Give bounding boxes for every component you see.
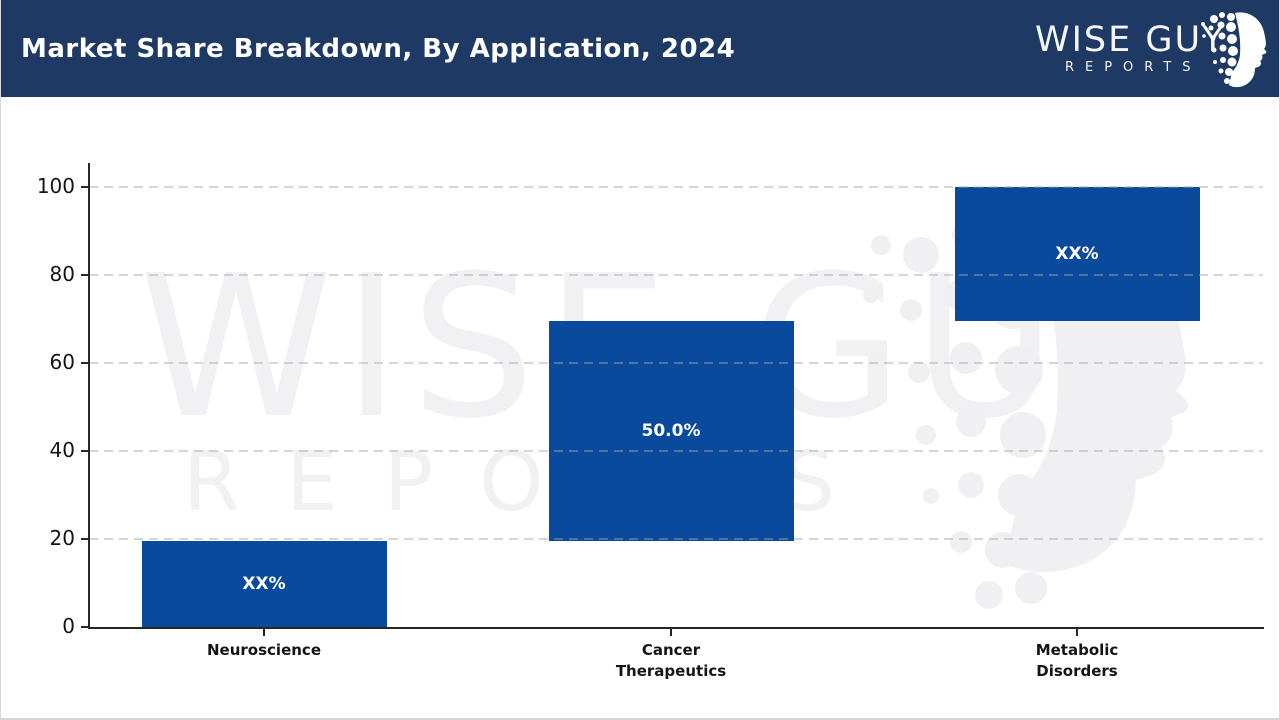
y-tick-label-80: 80 <box>49 262 75 286</box>
gridline-y-100 <box>89 186 1263 188</box>
y-tick-label-0: 0 <box>62 614 75 638</box>
bar-neuroscience <box>141 541 387 627</box>
y-tick-label-60: 60 <box>49 350 75 374</box>
x-tick-mark-neuroscience <box>263 629 265 636</box>
bar-value-label-metabolic-disorders: XX% <box>1055 244 1099 265</box>
y-tick-mark-0 <box>81 626 88 628</box>
logo-wordmark: WISE GUY REPORTS <box>1035 22 1226 75</box>
y-tick-mark-100 <box>81 186 88 188</box>
y-tick-mark-20 <box>81 538 88 540</box>
bar-value-label-neuroscience: XX% <box>242 574 286 595</box>
x-tick-mark-metabolic-disorders <box>1076 629 1078 636</box>
y-tick-label-100: 100 <box>36 174 75 198</box>
y-tick-mark-40 <box>81 450 88 452</box>
x-tick-mark-cancer-therapeutics <box>670 629 672 636</box>
x-category-label-cancer-therapeutics: Cancer Therapeutics <box>615 641 727 680</box>
y-axis-spine <box>88 163 90 629</box>
gridline-y-60 <box>89 362 1263 364</box>
logo: WISE GUY REPORTS <box>1005 8 1267 90</box>
y-tick-mark-80 <box>81 274 88 276</box>
gridline-y-80 <box>89 274 1263 276</box>
logo-brand-top: WISE GUY <box>1035 20 1226 60</box>
gridline-y-40 <box>89 450 1263 452</box>
y-tick-mark-60 <box>81 362 88 364</box>
x-category-label-neuroscience: Neuroscience <box>207 641 321 659</box>
bar-cancer-therapeutics <box>548 321 794 542</box>
dotted-face-icon <box>1201 12 1267 88</box>
x-category-label-metabolic-disorders: Metabolic Disorders <box>1035 641 1119 680</box>
logo-brand-bottom: REPORTS <box>1064 60 1202 75</box>
x-axis-spine <box>88 627 1264 629</box>
y-tick-label-40: 40 <box>49 438 75 462</box>
gridline-y-20 <box>89 538 1263 540</box>
bar-value-label-cancer-therapeutics: 50.0% <box>641 421 701 442</box>
page-title: Market Share Breakdown, By Application, … <box>21 33 736 64</box>
header-bar: Market Share Breakdown, By Application, … <box>1 0 1279 97</box>
y-tick-label-20: 20 <box>49 526 75 550</box>
